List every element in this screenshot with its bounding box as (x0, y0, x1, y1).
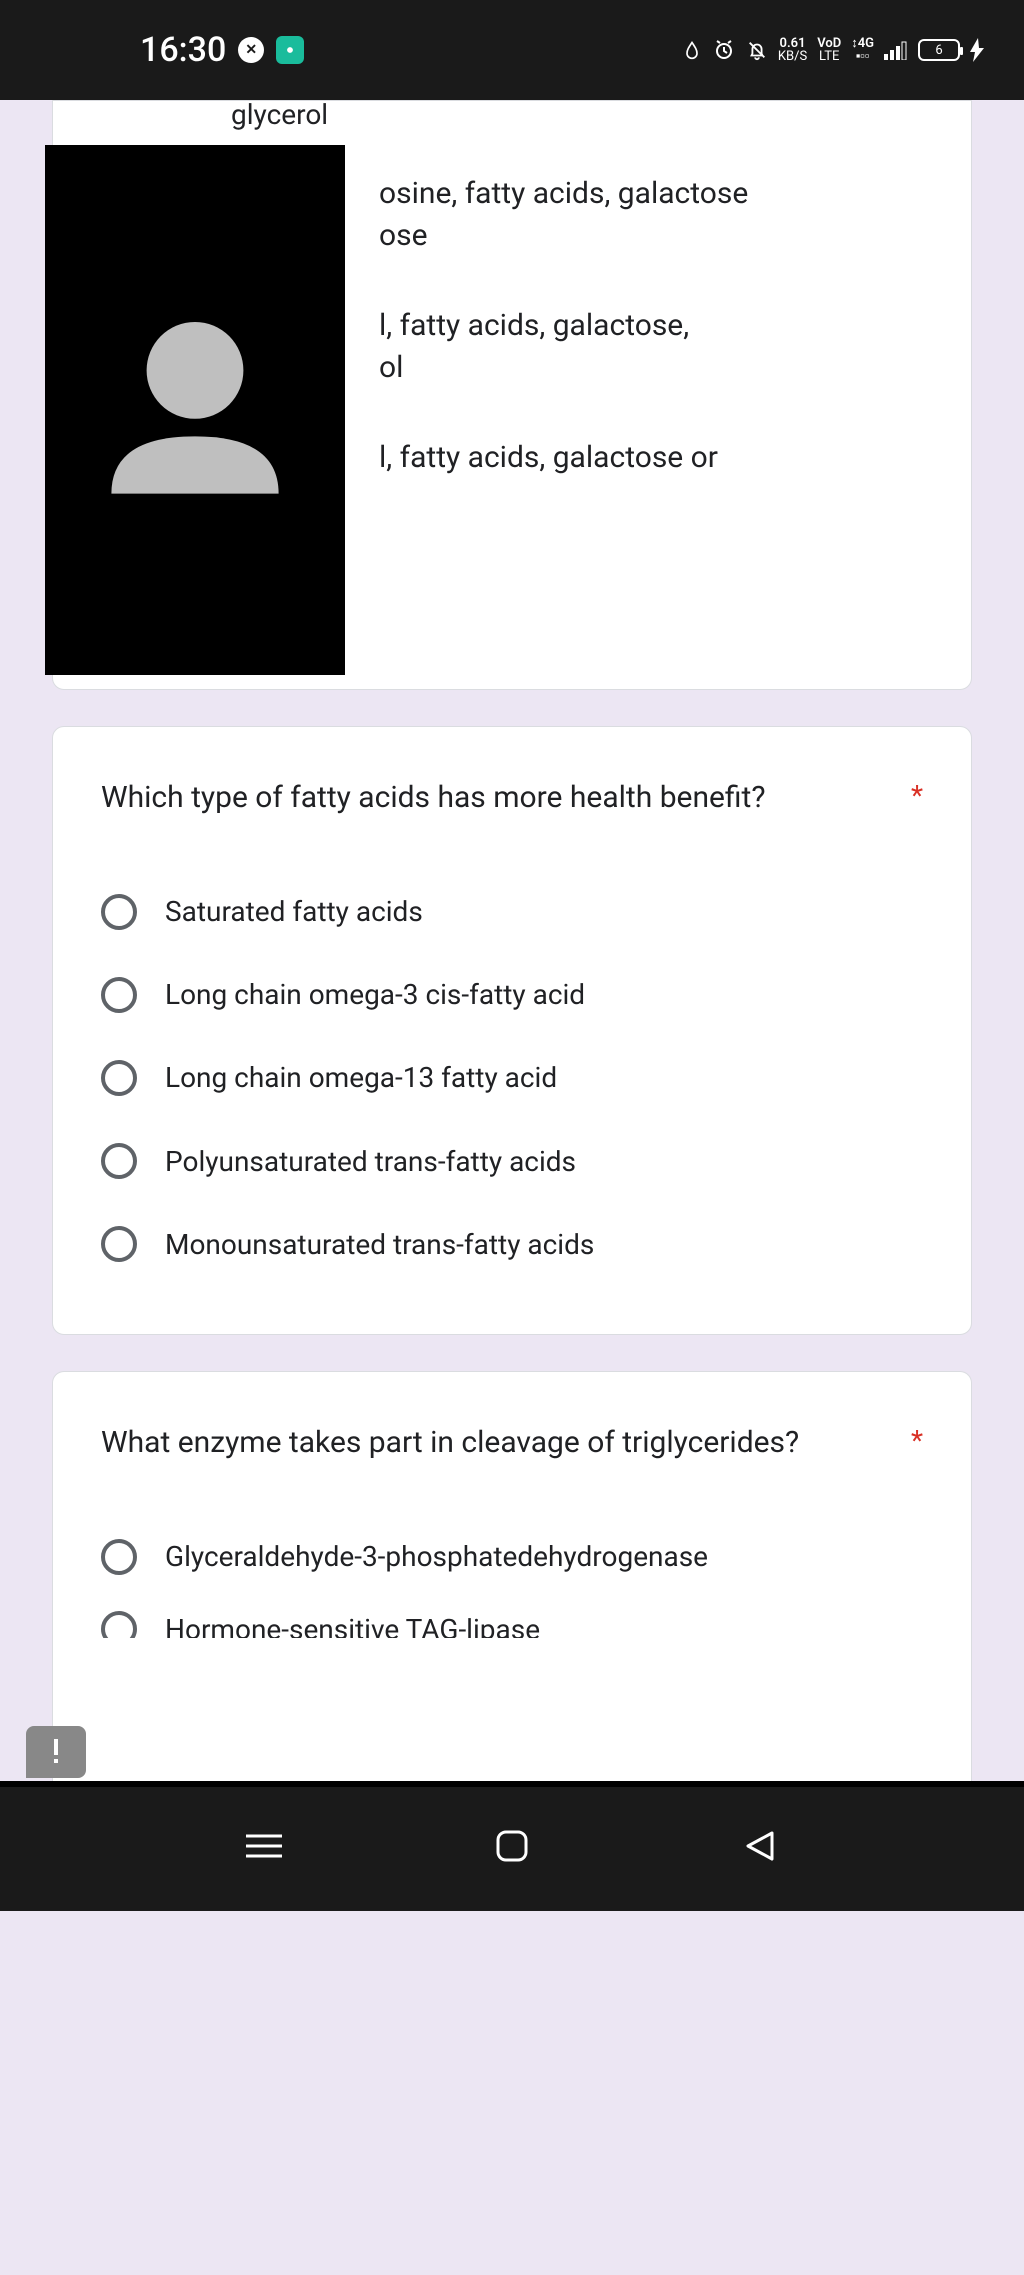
radio-label: Long chain omega-3 cis-fatty acid (165, 975, 585, 1014)
radio-option[interactable]: Polyunsaturated trans-fatty acids (101, 1120, 923, 1203)
required-asterisk: * (911, 775, 923, 820)
radio-button-icon[interactable] (101, 1143, 137, 1179)
radio-button-icon[interactable] (101, 1611, 137, 1638)
app-badge-icon (276, 36, 304, 64)
network-4g: ↕4G ▪▫▫ (851, 37, 874, 63)
radio-label: Saturated fatty acids (165, 892, 423, 931)
radio-label: Glyceraldehyde-3-phosphatedehydrogenase (165, 1537, 708, 1576)
required-asterisk: * (911, 1420, 923, 1465)
status-right: 0.61 KB/S VoD LTE ↕4G ▪▫▫ 6 (682, 37, 984, 63)
status-bar: 16:30 ✕ 0.61 KB/S VoD LTE ↕4G ▪▫▫ 6 (0, 0, 1024, 100)
exclamation-icon (51, 1737, 61, 1767)
radio-button-icon[interactable] (101, 1539, 137, 1575)
alarm-icon (712, 38, 736, 62)
radio-option[interactable]: Monounsaturated trans-fatty acids (101, 1203, 923, 1286)
network-vod: VoD LTE (817, 37, 841, 63)
radio-label: Monounsaturated trans-fatty acids (165, 1225, 594, 1264)
partial-fragment: glycerol (231, 101, 923, 129)
home-button[interactable] (491, 1825, 533, 1867)
question-card-2: Which type of fatty acids has more healt… (52, 726, 972, 1335)
q1-option-text: osine, fatty acids, galactose ose (379, 149, 923, 281)
status-time: 16:30 (140, 30, 226, 70)
question-text: What enzyme takes part in cleavage of tr… (101, 1420, 895, 1465)
question-text: Which type of fatty acids has more healt… (101, 775, 895, 820)
navigation-bar (0, 1781, 1024, 1911)
signal-icon (884, 40, 908, 60)
radio-label: Hormone-sensitive TAG-lipase (165, 1610, 540, 1639)
radio-option[interactable]: Hormone-sensitive TAG-lipase (101, 1598, 923, 1638)
radio-option[interactable]: Glyceraldehyde-3-phosphatedehydrogenase (101, 1515, 923, 1598)
back-button[interactable] (739, 1825, 781, 1867)
person-icon (85, 300, 305, 520)
q1-option-text: l, fatty acids, galactose or (379, 413, 923, 503)
question-card-3: What enzyme takes part in cleavage of tr… (52, 1371, 972, 1781)
avatar-overlay (45, 145, 345, 675)
radio-button-icon[interactable] (101, 1226, 137, 1262)
radio-option[interactable]: Long chain omega-13 fatty acid (101, 1036, 923, 1119)
feedback-button[interactable] (26, 1726, 86, 1778)
data-speed: 0.61 KB/S (778, 37, 807, 63)
radio-label: Long chain omega-13 fatty acid (165, 1058, 557, 1097)
radio-button-icon[interactable] (101, 894, 137, 930)
droplet-icon (682, 38, 702, 62)
radio-label: Polyunsaturated trans-fatty acids (165, 1142, 576, 1181)
q1-option-text: l, fatty acids, galactose, ol (379, 281, 923, 413)
recent-apps-button[interactable] (243, 1825, 285, 1867)
close-badge-icon: ✕ (238, 37, 264, 63)
battery-icon: 6 (918, 39, 960, 61)
radio-option[interactable]: Saturated fatty acids (101, 870, 923, 953)
bell-off-icon (746, 38, 768, 62)
radio-button-icon[interactable] (101, 1060, 137, 1096)
radio-option[interactable]: Long chain omega-3 cis-fatty acid (101, 953, 923, 1036)
charging-icon (970, 38, 984, 62)
radio-button-icon[interactable] (101, 977, 137, 1013)
